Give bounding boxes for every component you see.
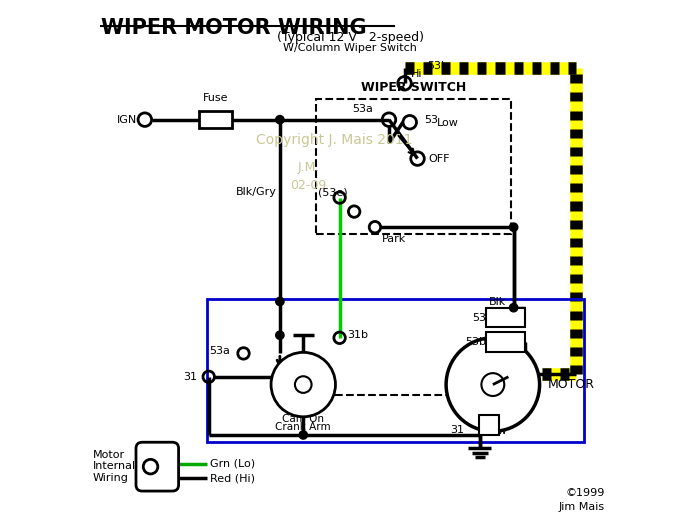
Text: OFF: OFF [428,154,449,164]
Text: 53: 53 [472,312,486,322]
Circle shape [295,376,312,393]
Bar [486,308,525,328]
Circle shape [510,303,518,312]
Text: IGN: IGN [117,114,137,124]
Circle shape [276,116,284,124]
Text: 53: 53 [424,114,438,124]
Text: Hi: Hi [412,69,423,79]
Text: Blk/Gry: Blk/Gry [236,187,276,197]
Circle shape [510,223,518,232]
Circle shape [482,373,504,396]
Text: ©1999
Jim Mais: ©1999 Jim Mais [559,488,605,512]
Text: Crank Arm: Crank Arm [275,422,331,432]
Text: MOTOR: MOTOR [547,378,594,391]
Text: J.M.
02-09: J.M. 02-09 [290,161,327,192]
Text: Red (Hi): Red (Hi) [210,473,255,483]
Text: 53a: 53a [209,346,230,356]
Text: 53a: 53a [353,104,373,114]
Bar [207,299,584,442]
Text: 31: 31 [183,372,197,382]
Circle shape [446,338,540,432]
Text: 53b: 53b [427,61,448,71]
Text: (53e): (53e) [318,187,347,197]
Text: 53b: 53b [465,337,486,347]
Text: Copyright J. Mais 2011: Copyright J. Mais 2011 [256,133,413,148]
Text: brw: brw [486,426,507,436]
Text: Motor
Internal
Wiring: Motor Internal Wiring [93,449,136,482]
Text: WIPER SWITCH: WIPER SWITCH [360,81,466,93]
Text: 31: 31 [450,425,464,435]
Text: 31b: 31b [347,330,368,340]
Circle shape [276,297,284,306]
Circle shape [271,352,335,417]
Text: W/Column Wiper Switch: W/Column Wiper Switch [283,43,417,54]
Text: (Typical 12 V   2-speed): (Typical 12 V 2-speed) [276,32,424,44]
Bar [316,99,511,234]
Bar [479,415,498,435]
Bar [199,111,232,129]
Text: Grn (Lo): Grn (Lo) [210,458,255,468]
Circle shape [299,431,307,439]
Text: Low: Low [437,118,459,128]
Circle shape [276,331,284,339]
Text: Blk: Blk [489,297,507,307]
Text: WIPER MOTOR WIRING: WIPER MOTOR WIRING [101,18,366,38]
Bar [486,332,525,352]
Text: Cam On: Cam On [282,414,324,424]
Text: Park: Park [382,235,407,245]
Text: Fuse: Fuse [203,92,229,102]
FancyBboxPatch shape [136,442,178,491]
